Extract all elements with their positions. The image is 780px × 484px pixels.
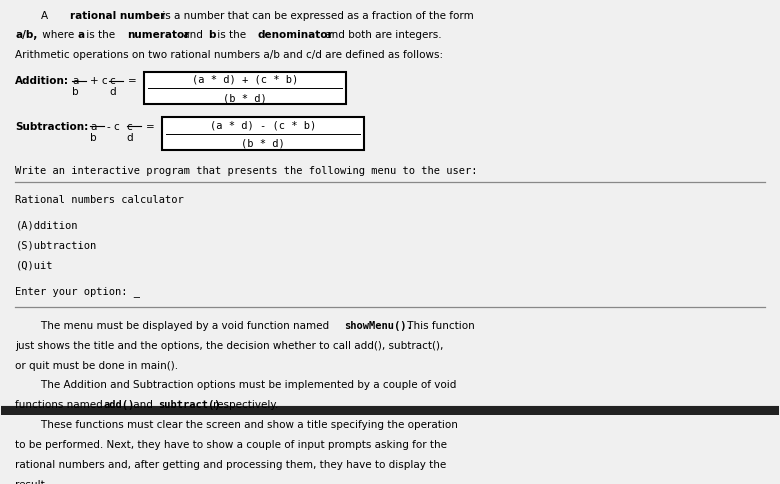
Text: and: and <box>180 30 207 40</box>
Text: d: d <box>126 133 133 143</box>
Text: Addition:: Addition: <box>16 76 69 86</box>
Text: denominator: denominator <box>257 30 333 40</box>
Text: A: A <box>16 11 51 20</box>
Text: (Q)uit: (Q)uit <box>16 259 53 270</box>
FancyBboxPatch shape <box>161 118 363 151</box>
Text: and both are integers.: and both are integers. <box>322 30 442 40</box>
Text: is the: is the <box>83 30 119 40</box>
Text: This function: This function <box>404 320 475 330</box>
Text: functions named: functions named <box>16 400 106 409</box>
Text: - c: - c <box>107 121 120 132</box>
Text: a: a <box>73 76 79 86</box>
Text: and: and <box>130 400 157 409</box>
Text: c: c <box>126 121 133 132</box>
Text: d: d <box>109 87 115 97</box>
Text: Arithmetic operations on two rational numbers a/b and c/d are defined as follows: Arithmetic operations on two rational nu… <box>16 50 444 60</box>
Text: (S)ubtraction: (S)ubtraction <box>16 240 97 250</box>
Text: c: c <box>109 76 115 86</box>
Text: Subtraction:: Subtraction: <box>16 121 89 132</box>
Text: Enter your option: _: Enter your option: _ <box>16 286 140 296</box>
Text: or quit must be done in main().: or quit must be done in main(). <box>16 360 179 370</box>
Text: c: c <box>105 76 110 86</box>
Text: (b * d): (b * d) <box>241 138 285 149</box>
FancyBboxPatch shape <box>144 73 346 105</box>
Text: a: a <box>77 30 84 40</box>
Text: just shows the title and the options, the decision whether to call add(), subtra: just shows the title and the options, th… <box>16 340 444 350</box>
Text: The menu must be displayed by a void function named: The menu must be displayed by a void fun… <box>16 320 333 330</box>
Text: b: b <box>207 30 215 40</box>
Text: (a * d) - (c * b): (a * d) - (c * b) <box>210 121 316 130</box>
Text: These functions must clear the screen and show a title specifying the operation: These functions must clear the screen an… <box>16 420 459 429</box>
Text: (b * d): (b * d) <box>223 93 267 103</box>
Text: is a number that can be expressed as a fraction of the form: is a number that can be expressed as a f… <box>159 11 473 20</box>
Text: rational numbers and, after getting and processing them, they have to display th: rational numbers and, after getting and … <box>16 459 447 469</box>
Text: showMenu().: showMenu(). <box>344 320 413 330</box>
Text: Rational numbers calculator: Rational numbers calculator <box>16 194 184 204</box>
Text: =: = <box>129 76 137 86</box>
Text: is the: is the <box>214 30 249 40</box>
Text: =: = <box>146 121 155 132</box>
Text: a/b,: a/b, <box>16 30 37 40</box>
Text: Write an interactive program that presents the following menu to the user:: Write an interactive program that presen… <box>16 166 478 175</box>
Text: (A)ddition: (A)ddition <box>16 220 78 230</box>
Text: to be performed. Next, they have to show a couple of input prompts asking for th: to be performed. Next, they have to show… <box>16 439 448 449</box>
Text: subtract(): subtract() <box>158 400 220 409</box>
Text: a: a <box>90 121 97 132</box>
Text: rational number: rational number <box>70 11 165 20</box>
Text: The Addition and Subtraction options must be implemented by a couple of void: The Addition and Subtraction options mus… <box>16 380 457 390</box>
Text: where: where <box>39 30 77 40</box>
Text: + c: + c <box>90 76 107 86</box>
Text: numerator: numerator <box>127 30 190 40</box>
Text: (a * d) + (c * b): (a * d) + (c * b) <box>192 75 298 85</box>
Text: result.: result. <box>16 479 48 484</box>
Text: add(): add() <box>103 400 134 409</box>
Text: b: b <box>90 133 97 143</box>
Text: respectively.: respectively. <box>213 400 278 409</box>
Text: b: b <box>73 87 79 97</box>
